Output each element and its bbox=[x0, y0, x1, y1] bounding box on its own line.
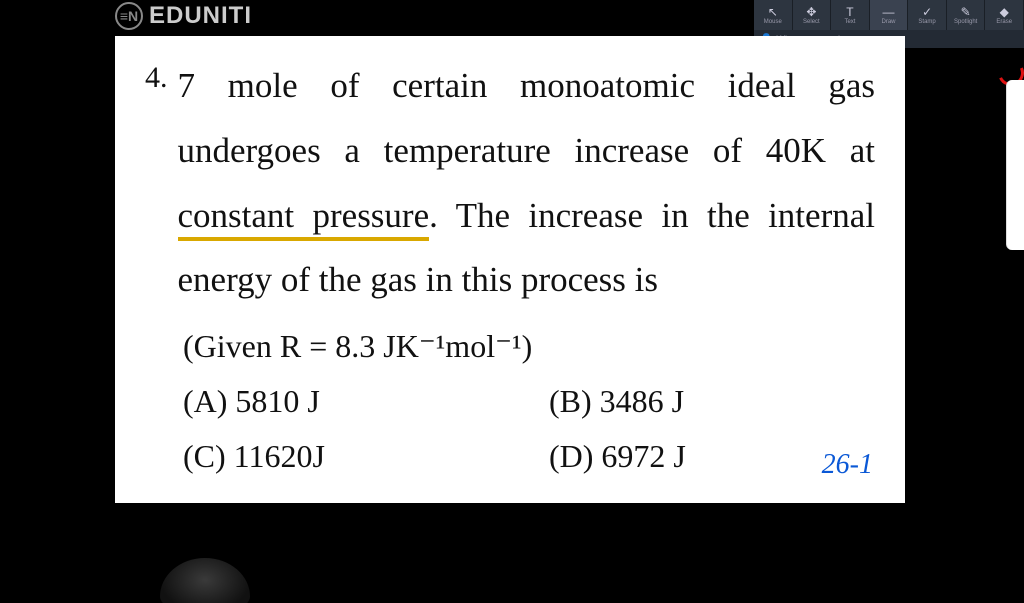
q-line1: 7 mole of certain monoatomic ideal gas bbox=[178, 66, 876, 105]
option-b[interactable]: (B) 3486 J bbox=[549, 383, 875, 420]
tool-label: Select bbox=[803, 19, 820, 25]
page-reference: 26-1 bbox=[822, 449, 873, 481]
question-card: 4. 7 mole of certain monoatomic ideal ga… bbox=[115, 36, 905, 503]
tool-label: Stamp bbox=[918, 19, 935, 25]
text-icon: T bbox=[846, 6, 853, 18]
tool-draw[interactable]: — Draw bbox=[870, 0, 909, 30]
toolbar-row: ↖ Mouse ✥ Select T Text — Draw ✓ Stamp ✎… bbox=[754, 0, 1024, 30]
options-grid: (A) 5810 J (B) 3486 J (C) 11620J (D) 697… bbox=[183, 383, 875, 475]
tool-stamp[interactable]: ✓ Stamp bbox=[908, 0, 947, 30]
question-body: 4. 7 mole of certain monoatomic ideal ga… bbox=[145, 54, 875, 313]
draw-icon: — bbox=[883, 6, 895, 18]
option-c[interactable]: (C) 11620J bbox=[183, 438, 509, 475]
mouse-icon: ↖ bbox=[768, 6, 778, 18]
avatar-hair bbox=[160, 558, 250, 603]
tool-label: Erase bbox=[996, 19, 1012, 25]
tool-label: Text bbox=[844, 19, 855, 25]
tool-erase[interactable]: ◆ Erase bbox=[985, 0, 1024, 30]
tool-label: Draw bbox=[882, 19, 896, 25]
q-line4: energy of the gas in this process is bbox=[178, 260, 659, 299]
side-panel-peek bbox=[1006, 80, 1024, 250]
tool-spotlight[interactable]: ✎ Spotlight bbox=[947, 0, 986, 30]
tool-text[interactable]: T Text bbox=[831, 0, 870, 30]
q-line2: undergoes a temperature increase of 40K … bbox=[178, 131, 876, 170]
question-text: 7 mole of certain monoatomic ideal gas u… bbox=[178, 54, 876, 313]
tool-label: Spotlight bbox=[954, 19, 977, 25]
brand-icon: ≡N bbox=[115, 2, 143, 30]
stamp-icon: ✓ bbox=[922, 6, 932, 18]
tool-select[interactable]: ✥ Select bbox=[793, 0, 832, 30]
brand-logo: ≡N EDUNITI bbox=[115, 2, 252, 30]
q-line3b: . The increase in the internal bbox=[429, 196, 875, 235]
select-icon: ✥ bbox=[806, 6, 816, 18]
presenter-avatar bbox=[150, 553, 260, 603]
option-a[interactable]: (A) 5810 J bbox=[183, 383, 509, 420]
given-data: (Given R = 8.3 JK⁻¹mol⁻¹) bbox=[183, 327, 875, 365]
question-number: 4. bbox=[145, 54, 168, 313]
brand-label: EDUNITI bbox=[149, 2, 252, 30]
spotlight-icon: ✎ bbox=[961, 6, 971, 18]
erase-icon: ◆ bbox=[1000, 6, 1009, 18]
q-underlined: constant pressure bbox=[178, 196, 430, 241]
tool-mouse[interactable]: ↖ Mouse bbox=[754, 0, 793, 30]
tool-label: Mouse bbox=[764, 19, 782, 25]
